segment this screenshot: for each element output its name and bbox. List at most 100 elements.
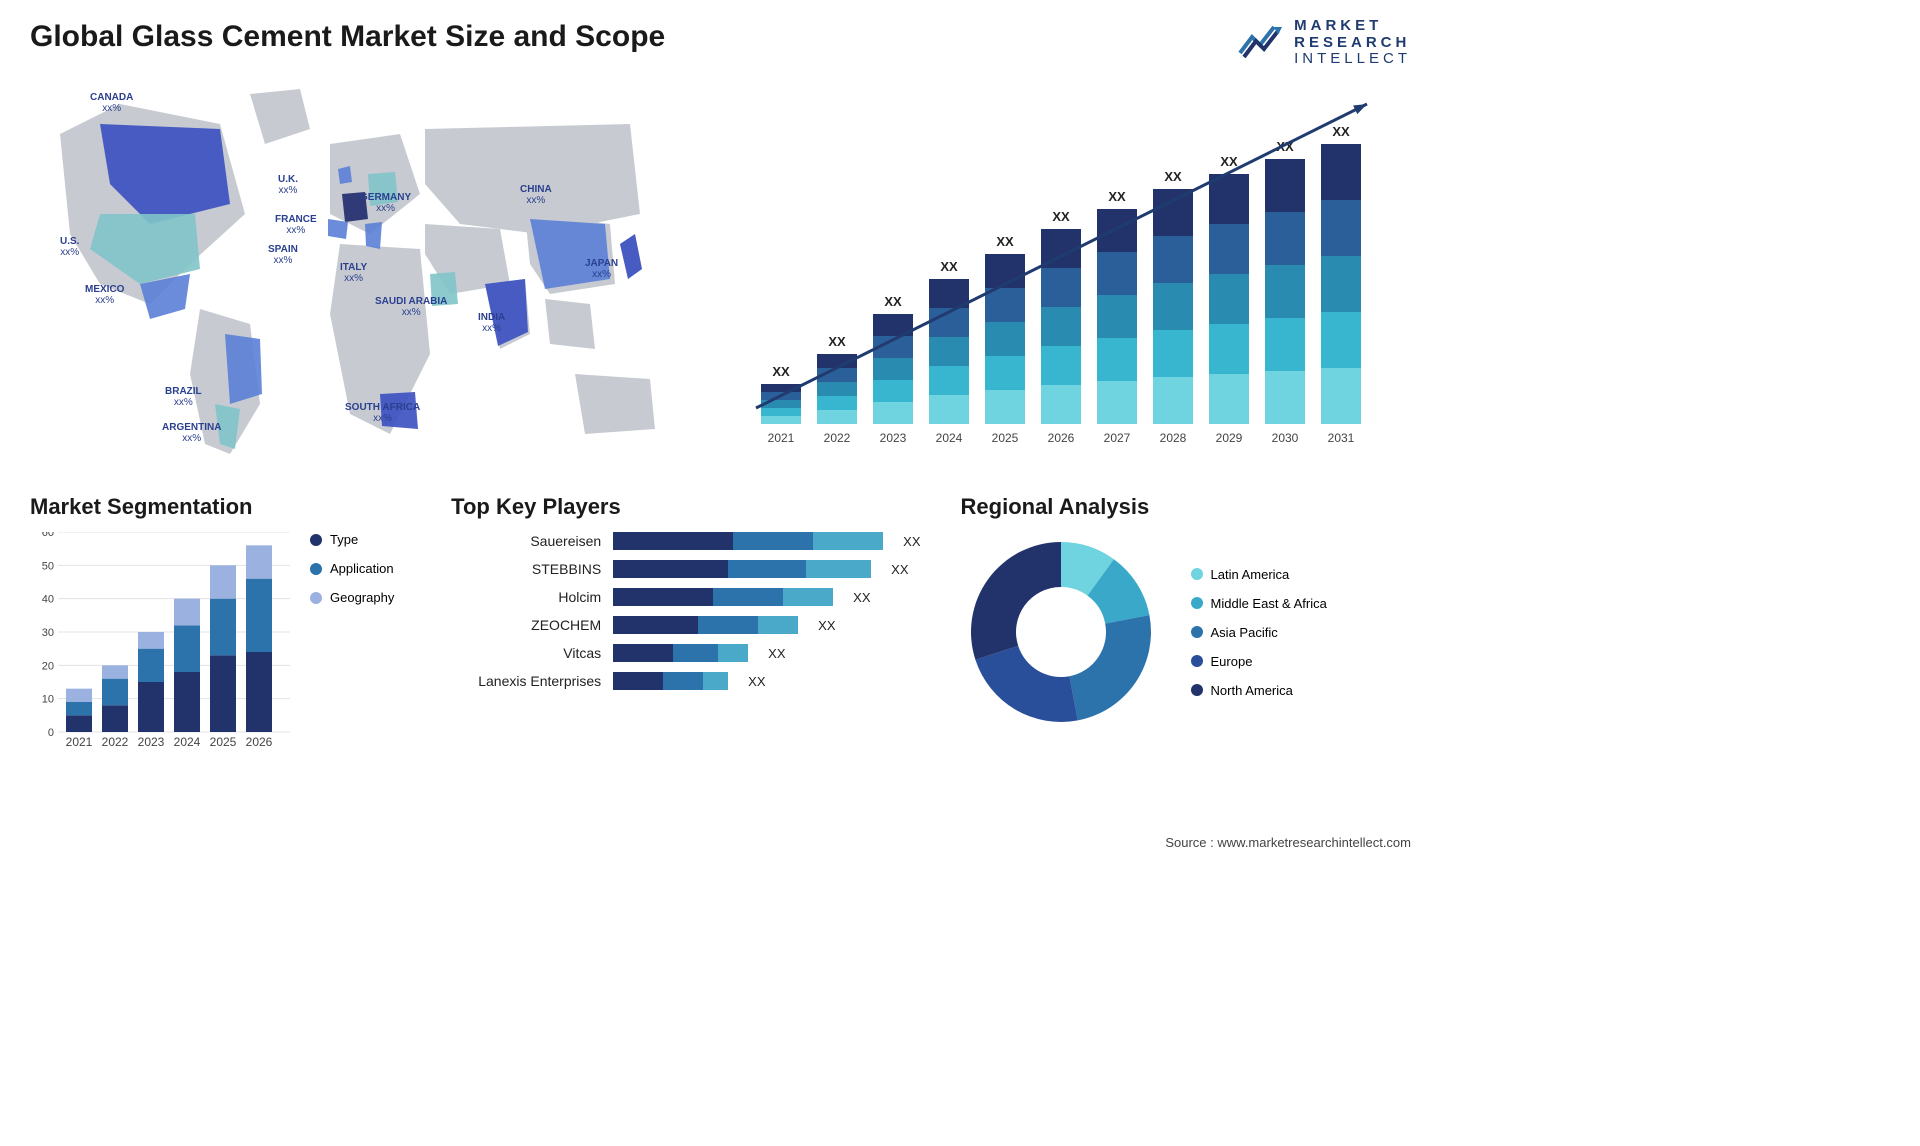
legend-item: Latin America: [1191, 567, 1327, 582]
regional-donut: [961, 532, 1161, 732]
svg-text:2022: 2022: [823, 431, 850, 445]
legend-item: Geography: [310, 590, 394, 605]
map-label: FRANCExx%: [275, 214, 317, 236]
segmentation-panel: Market Segmentation 01020304050602021202…: [30, 494, 411, 752]
svg-text:20: 20: [42, 660, 54, 672]
source-text: Source : www.marketresearchintellect.com: [1165, 835, 1411, 850]
regional-panel: Regional Analysis Latin America Middle Ea…: [961, 494, 1411, 752]
svg-text:2030: 2030: [1271, 431, 1298, 445]
regional-legend: Latin America Middle East & Africa Asia Pa…: [1191, 567, 1327, 698]
map-label: GERMANYxx%: [360, 192, 411, 214]
svg-text:50: 50: [42, 560, 54, 572]
player-bar: [613, 560, 871, 578]
player-bar: [613, 588, 833, 606]
legend-item: Europe: [1191, 654, 1327, 669]
player-name: ZEOCHEM: [451, 617, 601, 633]
growth-bar-chart: XX 2021 XX 2022 XX 2023 XX 2024 XX 2025 XX 2026 XX 20…: [741, 84, 1381, 464]
player-row: Sauereisen XX: [451, 532, 920, 550]
player-name: Sauereisen: [451, 533, 601, 549]
player-value: XX: [891, 562, 908, 577]
map-label: CANADAxx%: [90, 92, 133, 114]
player-bar: [613, 616, 798, 634]
map-label: SOUTH AFRICAxx%: [345, 402, 420, 424]
player-value: XX: [818, 618, 835, 633]
player-row: Vitcas XX: [451, 644, 920, 662]
svg-text:XX: XX: [1108, 189, 1126, 204]
map-label: U.K.xx%: [278, 174, 298, 196]
map-label: JAPANxx%: [585, 258, 618, 280]
legend-item: North America: [1191, 683, 1327, 698]
logo-text-3: INTELLECT: [1294, 51, 1411, 68]
svg-text:2025: 2025: [991, 431, 1018, 445]
map-label: INDIAxx%: [478, 312, 505, 334]
map-label: ITALYxx%: [340, 262, 367, 284]
svg-text:XX: XX: [1164, 169, 1182, 184]
map-label: BRAZILxx%: [165, 386, 202, 408]
player-row: Lanexis Enterprises XX: [451, 672, 920, 690]
svg-text:2023: 2023: [879, 431, 906, 445]
svg-text:30: 30: [42, 627, 54, 639]
player-bar: [613, 532, 883, 550]
player-bar: [613, 672, 728, 690]
legend-item: Application: [310, 561, 394, 576]
svg-text:XX: XX: [884, 294, 902, 309]
logo-text-2: RESEARCH: [1294, 35, 1411, 52]
players-panel: Top Key Players SauereisenXXSTEBBINSXXHo…: [451, 494, 920, 752]
svg-text:2021: 2021: [767, 431, 794, 445]
svg-text:2025: 2025: [210, 735, 237, 749]
player-name: Vitcas: [451, 645, 601, 661]
svg-text:2026: 2026: [1047, 431, 1074, 445]
page-title: Global Glass Cement Market Size and Scop…: [30, 20, 1411, 54]
growth-chart-panel: XX 2021 XX 2022 XX 2023 XX 2024 XX 2025 XX 2026 XX 20…: [741, 74, 1412, 474]
legend-item: Middle East & Africa: [1191, 596, 1327, 611]
svg-text:60: 60: [42, 532, 54, 539]
players-chart: SauereisenXXSTEBBINSXXHolcimXXZEOCHEMXXV…: [451, 532, 920, 690]
player-value: XX: [748, 674, 765, 689]
map-label: MEXICOxx%: [85, 284, 124, 306]
map-label: ARGENTINAxx%: [162, 422, 221, 444]
map-label: SAUDI ARABIAxx%: [375, 296, 447, 318]
player-value: XX: [768, 646, 785, 661]
player-name: STEBBINS: [451, 561, 601, 577]
regional-title: Regional Analysis: [961, 494, 1411, 520]
svg-text:2024: 2024: [174, 735, 201, 749]
svg-text:XX: XX: [996, 234, 1014, 249]
svg-text:XX: XX: [772, 364, 790, 379]
svg-text:2024: 2024: [935, 431, 962, 445]
svg-text:XX: XX: [1220, 154, 1238, 169]
segmentation-chart: 0102030405060202120222023202420252026: [30, 532, 290, 752]
svg-text:XX: XX: [1332, 124, 1350, 139]
logo-text-1: MARKET: [1294, 18, 1411, 35]
player-row: Holcim XX: [451, 588, 920, 606]
map-label: SPAINxx%: [268, 244, 298, 266]
map-label: CHINAxx%: [520, 184, 552, 206]
svg-text:XX: XX: [940, 259, 958, 274]
player-name: Lanexis Enterprises: [451, 673, 601, 689]
player-bar: [613, 644, 748, 662]
svg-text:40: 40: [42, 594, 54, 606]
svg-text:2023: 2023: [138, 735, 165, 749]
legend-item: Type: [310, 532, 394, 547]
map-label: U.S.xx%: [60, 236, 79, 258]
logo-icon: [1238, 23, 1286, 63]
svg-text:2028: 2028: [1159, 431, 1186, 445]
players-title: Top Key Players: [451, 494, 920, 520]
player-value: XX: [853, 590, 870, 605]
svg-text:2027: 2027: [1103, 431, 1130, 445]
player-name: Holcim: [451, 589, 601, 605]
player-value: XX: [903, 534, 920, 549]
segmentation-title: Market Segmentation: [30, 494, 411, 520]
svg-text:2031: 2031: [1327, 431, 1354, 445]
player-row: ZEOCHEM XX: [451, 616, 920, 634]
brand-logo: MARKET RESEARCH INTELLECT: [1238, 18, 1411, 68]
svg-text:XX: XX: [1052, 209, 1070, 224]
svg-text:2022: 2022: [102, 735, 129, 749]
world-map-panel: CANADAxx% U.S.xx% MEXICOxx% BRAZILxx% ARGENT…: [30, 74, 701, 474]
svg-text:XX: XX: [828, 334, 846, 349]
svg-text:2029: 2029: [1215, 431, 1242, 445]
svg-text:2021: 2021: [66, 735, 93, 749]
svg-text:2026: 2026: [246, 735, 273, 749]
player-row: STEBBINS XX: [451, 560, 920, 578]
segmentation-legend: Type Application Geography: [310, 532, 394, 752]
legend-item: Asia Pacific: [1191, 625, 1327, 640]
